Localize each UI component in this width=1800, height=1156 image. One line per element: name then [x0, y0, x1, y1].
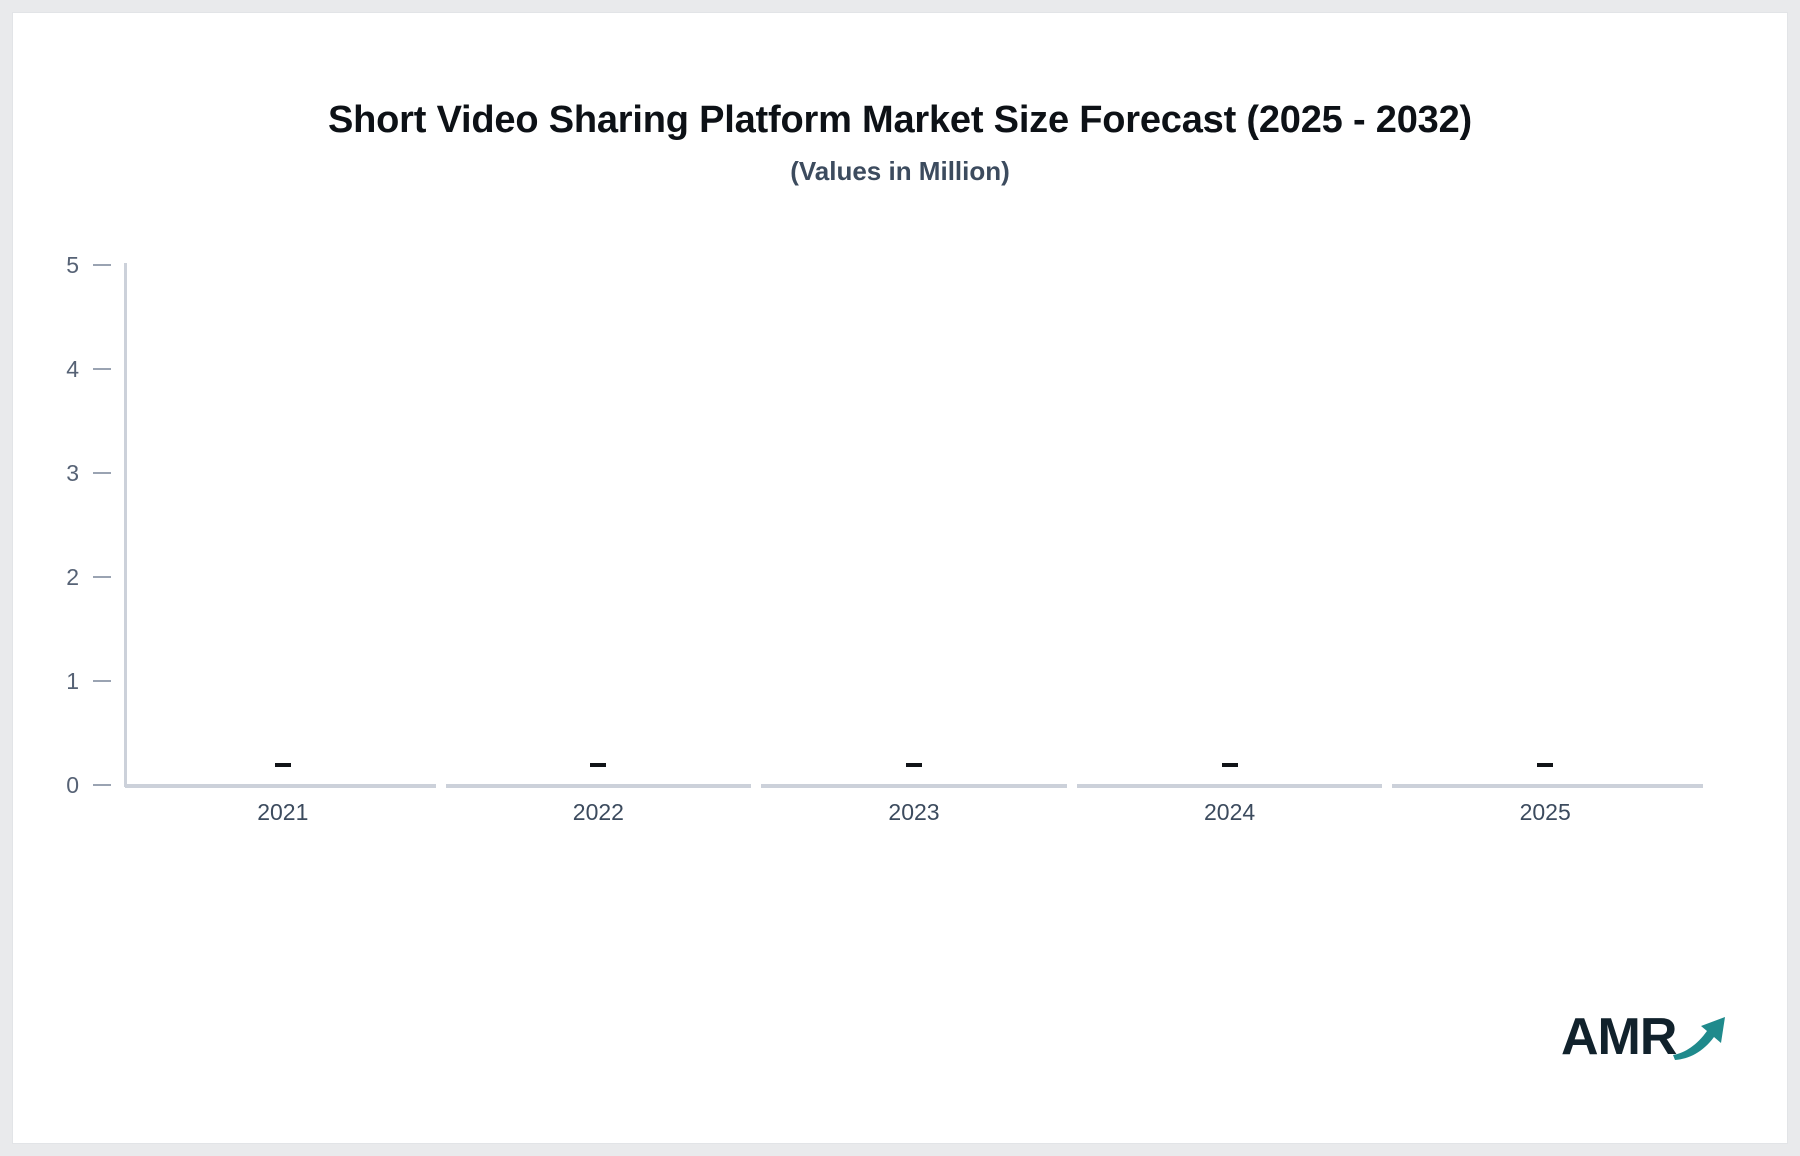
y-axis-tick-mark	[93, 472, 111, 474]
data-point-label	[590, 763, 607, 767]
y-axis-line	[124, 263, 127, 787]
chart-title: Short Video Sharing Platform Market Size…	[328, 99, 1472, 141]
x-axis-tick-label: 2021	[257, 799, 309, 825]
chart-card: Short Video Sharing Platform Market Size…	[12, 12, 1788, 1144]
x-axis-gap	[751, 784, 762, 788]
y-axis-tick-mark	[93, 264, 111, 266]
x-axis-gap	[1382, 784, 1393, 788]
x-axis-tick-label: 2025	[1519, 799, 1571, 825]
y-axis-tick: 3	[13, 460, 125, 486]
y-axis-tick-label: 5	[66, 252, 79, 278]
x-axis-gap	[435, 784, 446, 788]
growth-arrow-icon	[1673, 1017, 1725, 1060]
data-point-label	[906, 763, 922, 767]
y-axis-tick-mark	[93, 680, 111, 682]
amr-logo-text: AMR	[1561, 1008, 1677, 1066]
x-axis-gap	[1066, 784, 1077, 788]
y-axis-tick-label: 4	[66, 356, 79, 382]
y-axis-tick-mark	[93, 368, 111, 370]
data-point-label	[1537, 763, 1554, 767]
chart-subtitle: (Values in Million)	[790, 156, 1010, 186]
y-axis-tick-mark	[93, 576, 111, 578]
y-axis-tick: 1	[13, 668, 125, 694]
x-axis-tick-label: 2022	[572, 799, 624, 825]
data-point-label	[1221, 763, 1238, 767]
x-axis-line	[125, 784, 1703, 788]
x-axis-tick-label: 2023	[888, 799, 940, 825]
y-axis-tick-label: 3	[66, 460, 79, 486]
y-axis-tick: 5	[13, 252, 125, 278]
y-axis-tick-label: 0	[66, 772, 79, 798]
y-axis-tick: 2	[13, 564, 125, 590]
y-axis-tick-label: 1	[66, 668, 79, 694]
y-axis-tick: 0	[13, 772, 125, 798]
y-axis-tick-mark	[93, 784, 111, 786]
x-axis-tick-label: 2024	[1204, 799, 1256, 825]
amr-logo: AMR	[1561, 1005, 1731, 1063]
data-point-label	[274, 763, 291, 767]
y-axis-tick-label: 2	[66, 564, 79, 590]
y-axis-tick: 4	[13, 356, 125, 382]
